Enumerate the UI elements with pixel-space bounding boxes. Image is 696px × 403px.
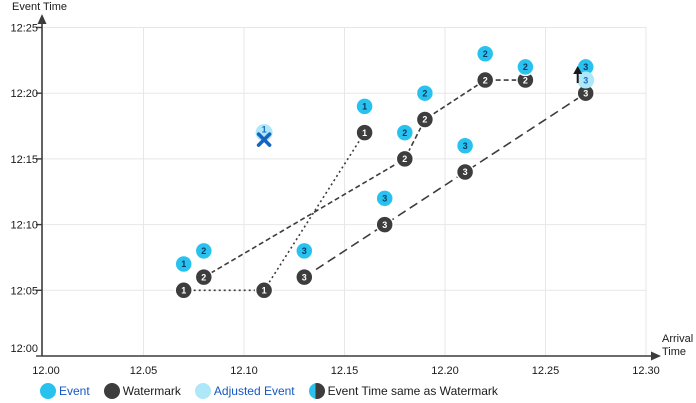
x-tick-label: 12.20	[431, 365, 459, 377]
legend-swatch-half-icon	[308, 383, 325, 399]
event-marker	[355, 97, 374, 116]
legend: Event Watermark Adjusted Event Event Time s…	[40, 383, 498, 399]
axis-arrow-up-icon	[37, 14, 47, 24]
legend-item-event: Event	[40, 383, 90, 399]
event-marker	[475, 44, 495, 64]
watermark-marker	[395, 149, 415, 169]
marker-number: 3	[583, 88, 588, 98]
marker-number: 2	[523, 62, 528, 72]
marker-number: 2	[402, 154, 407, 164]
axis-arrow-right-icon	[651, 351, 661, 361]
marker-number: 1	[262, 124, 267, 134]
marker-number: 3	[302, 272, 307, 282]
watermark-marker	[174, 281, 193, 300]
marker-number: 1	[181, 286, 186, 296]
marker-number: 2	[483, 49, 488, 59]
watermark-marker	[375, 215, 394, 234]
marker-number: 2	[402, 128, 407, 138]
legend-item-watermark: Watermark	[103, 383, 181, 399]
up-arrow-icon	[573, 66, 583, 84]
x-axis-title: Arrival Time	[662, 333, 693, 359]
marker-number: 3	[382, 194, 387, 204]
watermark-line-stream2	[203, 79, 526, 278]
marker-number: 2	[422, 115, 427, 125]
adjusted-event-marker	[577, 71, 595, 89]
y-tick-label: 12:00	[10, 343, 38, 355]
y-tick-label: 12:10	[10, 220, 38, 232]
y-tick-label: 12:20	[10, 88, 38, 100]
legend-label: Adjusted Event	[213, 384, 295, 398]
legend-swatch-watermark-icon	[103, 383, 120, 399]
marker-number: 3	[583, 62, 588, 72]
x-tick-label: 12.05	[130, 365, 158, 377]
x-tick-label: 12.25	[532, 365, 560, 377]
event-marker	[295, 241, 314, 261]
legend-item-half: Event Time same as Watermark	[308, 383, 498, 399]
marker-number: 2	[201, 246, 206, 256]
marker-number: 3	[302, 246, 307, 256]
up-arrow-head	[573, 66, 583, 75]
marker-number: 1	[362, 102, 367, 112]
watermark-marker	[254, 281, 274, 300]
x-mark-icon	[256, 132, 272, 147]
x-tick-label: 12.10	[230, 365, 258, 377]
x-tick-label: 12.15	[331, 365, 359, 377]
marker-number: 1	[362, 128, 367, 138]
y-tick-label: 12:25	[10, 23, 38, 35]
x-tick-label: 12.30	[632, 365, 660, 377]
legend-label: Event	[59, 384, 90, 398]
x-tick-label: 12.00	[32, 365, 60, 377]
legend-label: Event Time same as Watermark	[327, 384, 498, 398]
event-marker	[455, 136, 475, 156]
marker-number: 3	[583, 75, 588, 85]
watermark-marker	[455, 162, 475, 182]
watermark-marker	[194, 267, 214, 287]
marker-number: 3	[382, 220, 387, 230]
marker-number: 3	[463, 167, 468, 177]
marker-number: 2	[483, 75, 488, 85]
watermark-line-stream1	[183, 132, 366, 292]
marker-number: 3	[463, 141, 468, 151]
y-axis-title: Event Time	[12, 1, 68, 13]
marker-number: 2	[422, 88, 427, 98]
event-marker	[395, 123, 415, 142]
legend-swatch-event-icon	[40, 383, 56, 399]
x-mark-stroke	[256, 132, 272, 147]
y-tick-label: 12:05	[10, 285, 38, 297]
event-marker	[516, 57, 535, 77]
watermark-line-stream3	[303, 92, 587, 278]
event-marker	[415, 83, 435, 103]
event-marker	[375, 189, 394, 208]
x-axis-title-line2: Time	[662, 346, 687, 358]
watermark-marker	[475, 70, 495, 90]
watermark-marker	[295, 267, 314, 287]
event-marker	[194, 241, 214, 261]
marker-number: 1	[181, 259, 186, 269]
event-marker	[174, 254, 193, 274]
legend-item-adjusted: Adjusted Event	[194, 383, 295, 399]
watermark-marker	[355, 123, 374, 142]
watermark-marker	[415, 110, 435, 129]
marker-number: 1	[262, 286, 267, 296]
y-tick-label: 12:15	[10, 154, 38, 166]
marker-number: 2	[201, 272, 206, 282]
legend-label: Watermark	[122, 384, 181, 398]
x-axis-title-line1: Arrival	[662, 333, 694, 345]
legend-swatch-adjusted-icon	[194, 383, 211, 399]
marker-number: 2	[523, 75, 528, 85]
